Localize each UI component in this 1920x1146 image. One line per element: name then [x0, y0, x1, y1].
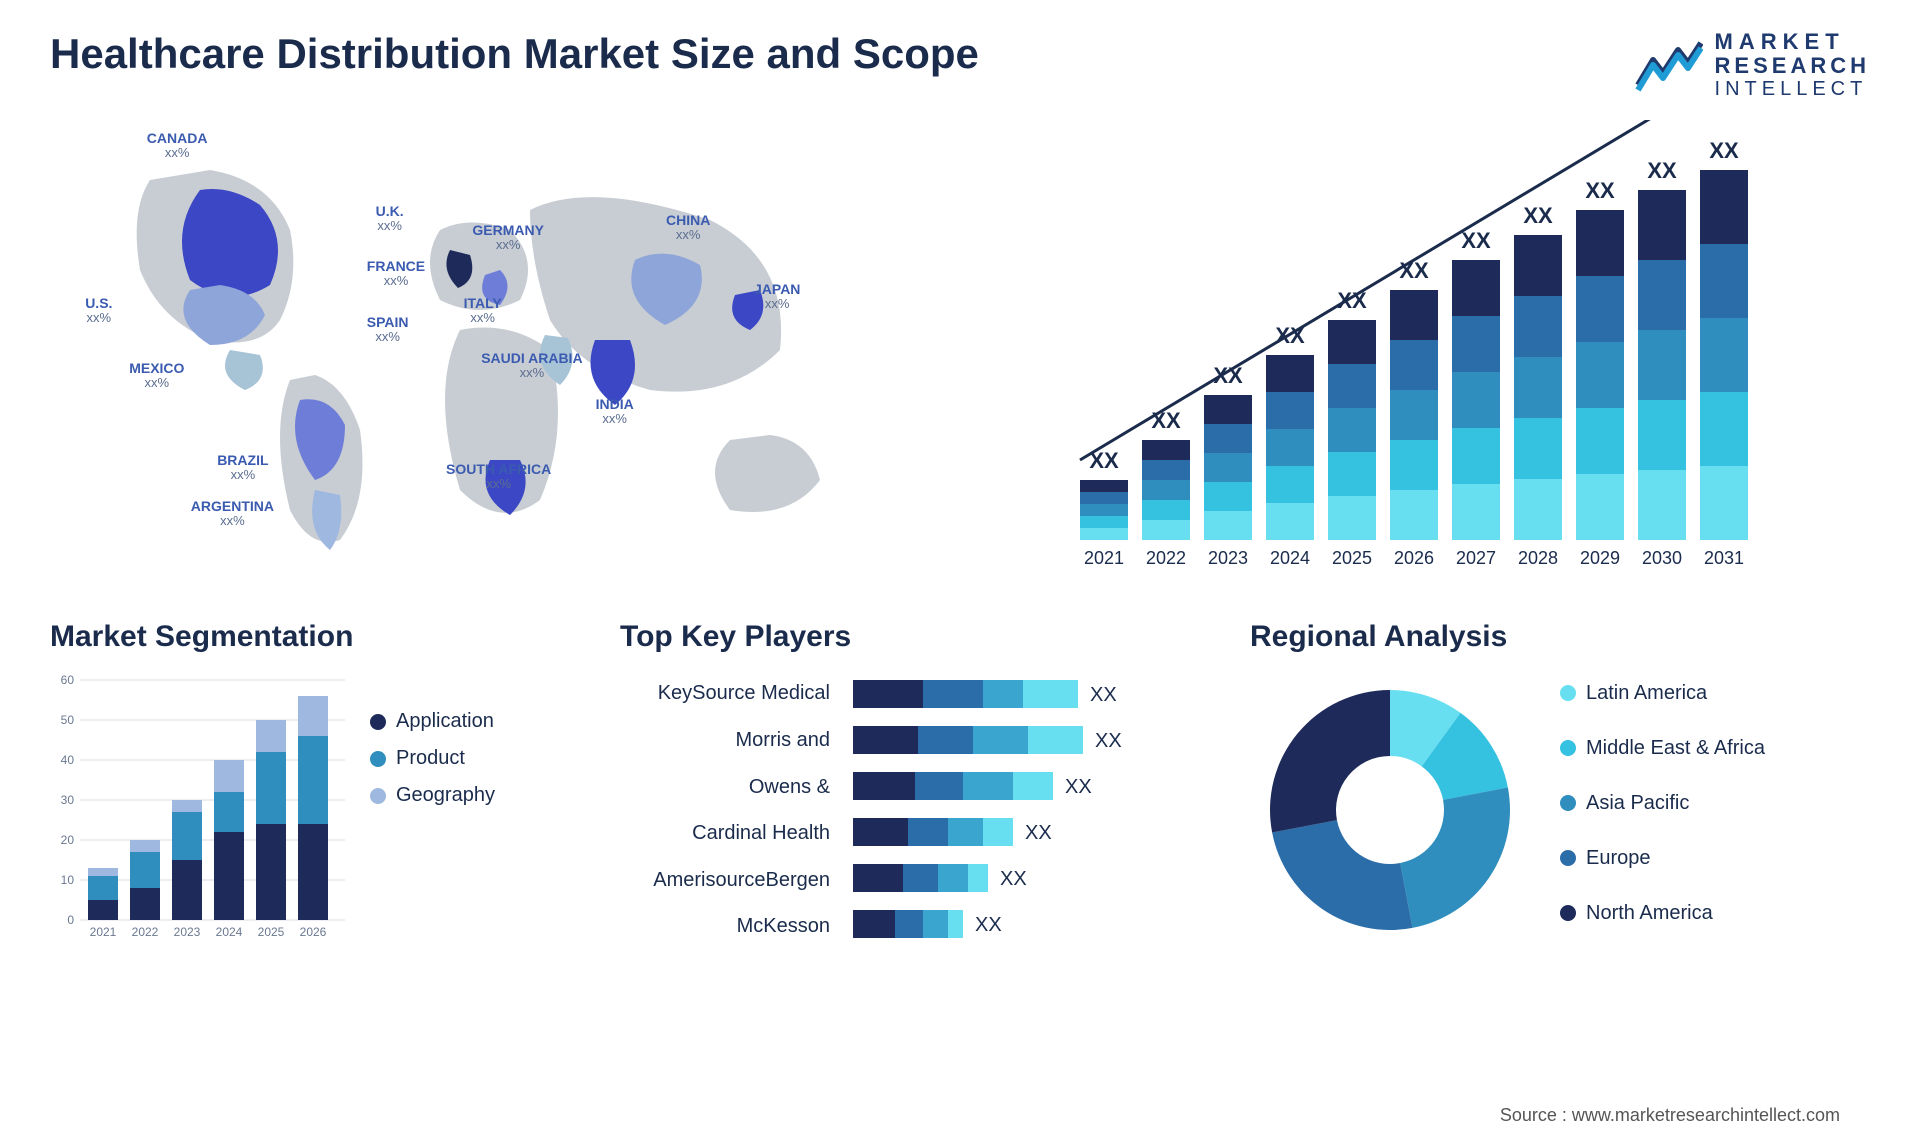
segmentation-title: Market Segmentation — [50, 620, 590, 654]
player-label: KeySource Medical — [620, 682, 830, 705]
svg-text:XX: XX — [1585, 178, 1615, 203]
legend-item: Middle East & Africa — [1560, 737, 1765, 760]
map-label: CANADAxx% — [147, 130, 208, 161]
svg-text:50: 50 — [61, 713, 75, 727]
legend-item: Latin America — [1560, 682, 1765, 705]
svg-text:10: 10 — [61, 873, 75, 887]
svg-text:XX: XX — [1095, 730, 1122, 752]
svg-text:XX: XX — [1090, 684, 1117, 706]
svg-text:XX: XX — [1065, 776, 1092, 798]
svg-text:XX: XX — [1000, 868, 1027, 890]
svg-text:XX: XX — [1647, 158, 1677, 183]
logo-text-1: MARKET — [1715, 30, 1870, 54]
svg-text:2022: 2022 — [1146, 548, 1186, 568]
logo-mark-icon — [1633, 35, 1703, 95]
map-label: FRANCExx% — [367, 258, 425, 289]
svg-text:2022: 2022 — [132, 925, 159, 939]
key-players-panel: Top Key Players KeySource Medical Morris … — [620, 620, 1220, 990]
svg-text:XX: XX — [1709, 138, 1739, 163]
svg-text:2027: 2027 — [1456, 548, 1496, 568]
svg-text:2030: 2030 — [1642, 548, 1682, 568]
svg-text:XX: XX — [1461, 228, 1491, 253]
map-label: SPAINxx% — [367, 314, 409, 345]
logo-text-2: RESEARCH — [1715, 54, 1870, 78]
player-label: McKesson — [620, 915, 830, 938]
map-label: BRAZILxx% — [217, 452, 268, 483]
page-title: Healthcare Distribution Market Size and … — [50, 30, 979, 78]
svg-text:2028: 2028 — [1518, 548, 1558, 568]
player-label: Cardinal Health — [620, 822, 830, 845]
map-label: U.K.xx% — [376, 203, 404, 234]
legend-item: Geography — [370, 784, 495, 807]
svg-text:XX: XX — [1151, 408, 1181, 433]
svg-text:2021: 2021 — [90, 925, 117, 939]
svg-text:2023: 2023 — [1208, 548, 1248, 568]
svg-text:2024: 2024 — [216, 925, 243, 939]
map-label: MEXICOxx% — [129, 360, 184, 391]
svg-text:XX: XX — [1399, 258, 1429, 283]
regional-panel: Regional Analysis Latin America Middle Ea… — [1250, 620, 1870, 990]
map-label: SAUDI ARABIAxx% — [481, 350, 582, 381]
regional-legend: Latin America Middle East & Africa Asia Pa… — [1560, 682, 1765, 939]
map-label: JAPANxx% — [754, 281, 800, 312]
legend-item: Europe — [1560, 847, 1765, 870]
svg-text:0: 0 — [67, 913, 74, 927]
svg-text:20: 20 — [61, 833, 75, 847]
svg-text:2021: 2021 — [1084, 548, 1124, 568]
segmentation-legend: Application Product Geography — [370, 670, 495, 950]
growth-chart: XXXXXXXXXXXXXXXXXXXXXX 20212022202320242… — [990, 120, 1870, 580]
map-label: GERMANYxx% — [472, 222, 544, 253]
player-label: AmerisourceBergen — [620, 869, 830, 892]
map-label: U.S.xx% — [85, 295, 112, 326]
svg-text:XX: XX — [1025, 822, 1052, 844]
svg-text:2024: 2024 — [1270, 548, 1310, 568]
world-map-panel: CANADAxx% U.S.xx% MEXICOxx% BRAZILxx% ARGENT… — [50, 120, 930, 580]
legend-item: North America — [1560, 902, 1765, 925]
svg-text:2026: 2026 — [300, 925, 327, 939]
map-label: SOUTH AFRICAxx% — [446, 461, 551, 492]
logo-text-3: INTELLECT — [1715, 78, 1870, 100]
key-players-labels: KeySource Medical Morris and Owens & Cardin… — [620, 670, 830, 950]
map-label: ITALYxx% — [464, 295, 502, 326]
svg-text:30: 30 — [61, 793, 75, 807]
legend-item: Product — [370, 747, 495, 770]
svg-text:2031: 2031 — [1704, 548, 1744, 568]
svg-text:2025: 2025 — [1332, 548, 1372, 568]
svg-text:60: 60 — [61, 673, 75, 687]
svg-text:XX: XX — [975, 914, 1002, 936]
svg-text:2026: 2026 — [1394, 548, 1434, 568]
map-label: CHINAxx% — [666, 212, 710, 243]
svg-text:2029: 2029 — [1580, 548, 1620, 568]
legend-item: Asia Pacific — [1560, 792, 1765, 815]
source-attribution: Source : www.marketresearchintellect.com — [1500, 1105, 1840, 1126]
segmentation-panel: Market Segmentation 0 10 20 30 40 50 60 2021 20… — [50, 620, 590, 990]
growth-chart-panel: XXXXXXXXXXXXXXXXXXXXXX 20212022202320242… — [990, 120, 1870, 580]
brand-logo: MARKET RESEARCH INTELLECT — [1633, 30, 1870, 100]
svg-text:40: 40 — [61, 753, 75, 767]
regional-title: Regional Analysis — [1250, 620, 1870, 654]
regional-donut-chart — [1250, 670, 1530, 950]
key-players-title: Top Key Players — [620, 620, 1220, 654]
segmentation-chart: 0 10 20 30 40 50 60 2021 2022 2023 2024 2025 2026 — [50, 670, 350, 950]
map-label: ARGENTINAxx% — [191, 498, 274, 529]
map-label: INDIAxx% — [596, 396, 634, 427]
player-label: Owens & — [620, 776, 830, 799]
player-label: Morris and — [620, 729, 830, 752]
svg-text:XX: XX — [1523, 203, 1553, 228]
legend-item: Application — [370, 710, 495, 733]
key-players-chart: XX XX XX XX XX XX — [846, 670, 1220, 950]
svg-text:2025: 2025 — [258, 925, 285, 939]
svg-text:2023: 2023 — [174, 925, 201, 939]
